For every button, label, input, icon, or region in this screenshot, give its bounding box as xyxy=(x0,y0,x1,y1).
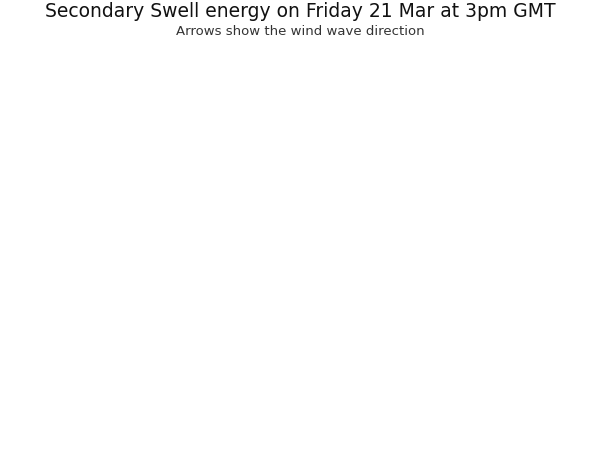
Text: Cartopy not available: Cartopy not available xyxy=(225,245,376,259)
Text: Arrows show the wind wave direction: Arrows show the wind wave direction xyxy=(176,25,425,38)
Text: Secondary Swell energy on Friday 21 Mar at 3pm GMT: Secondary Swell energy on Friday 21 Mar … xyxy=(45,1,556,20)
